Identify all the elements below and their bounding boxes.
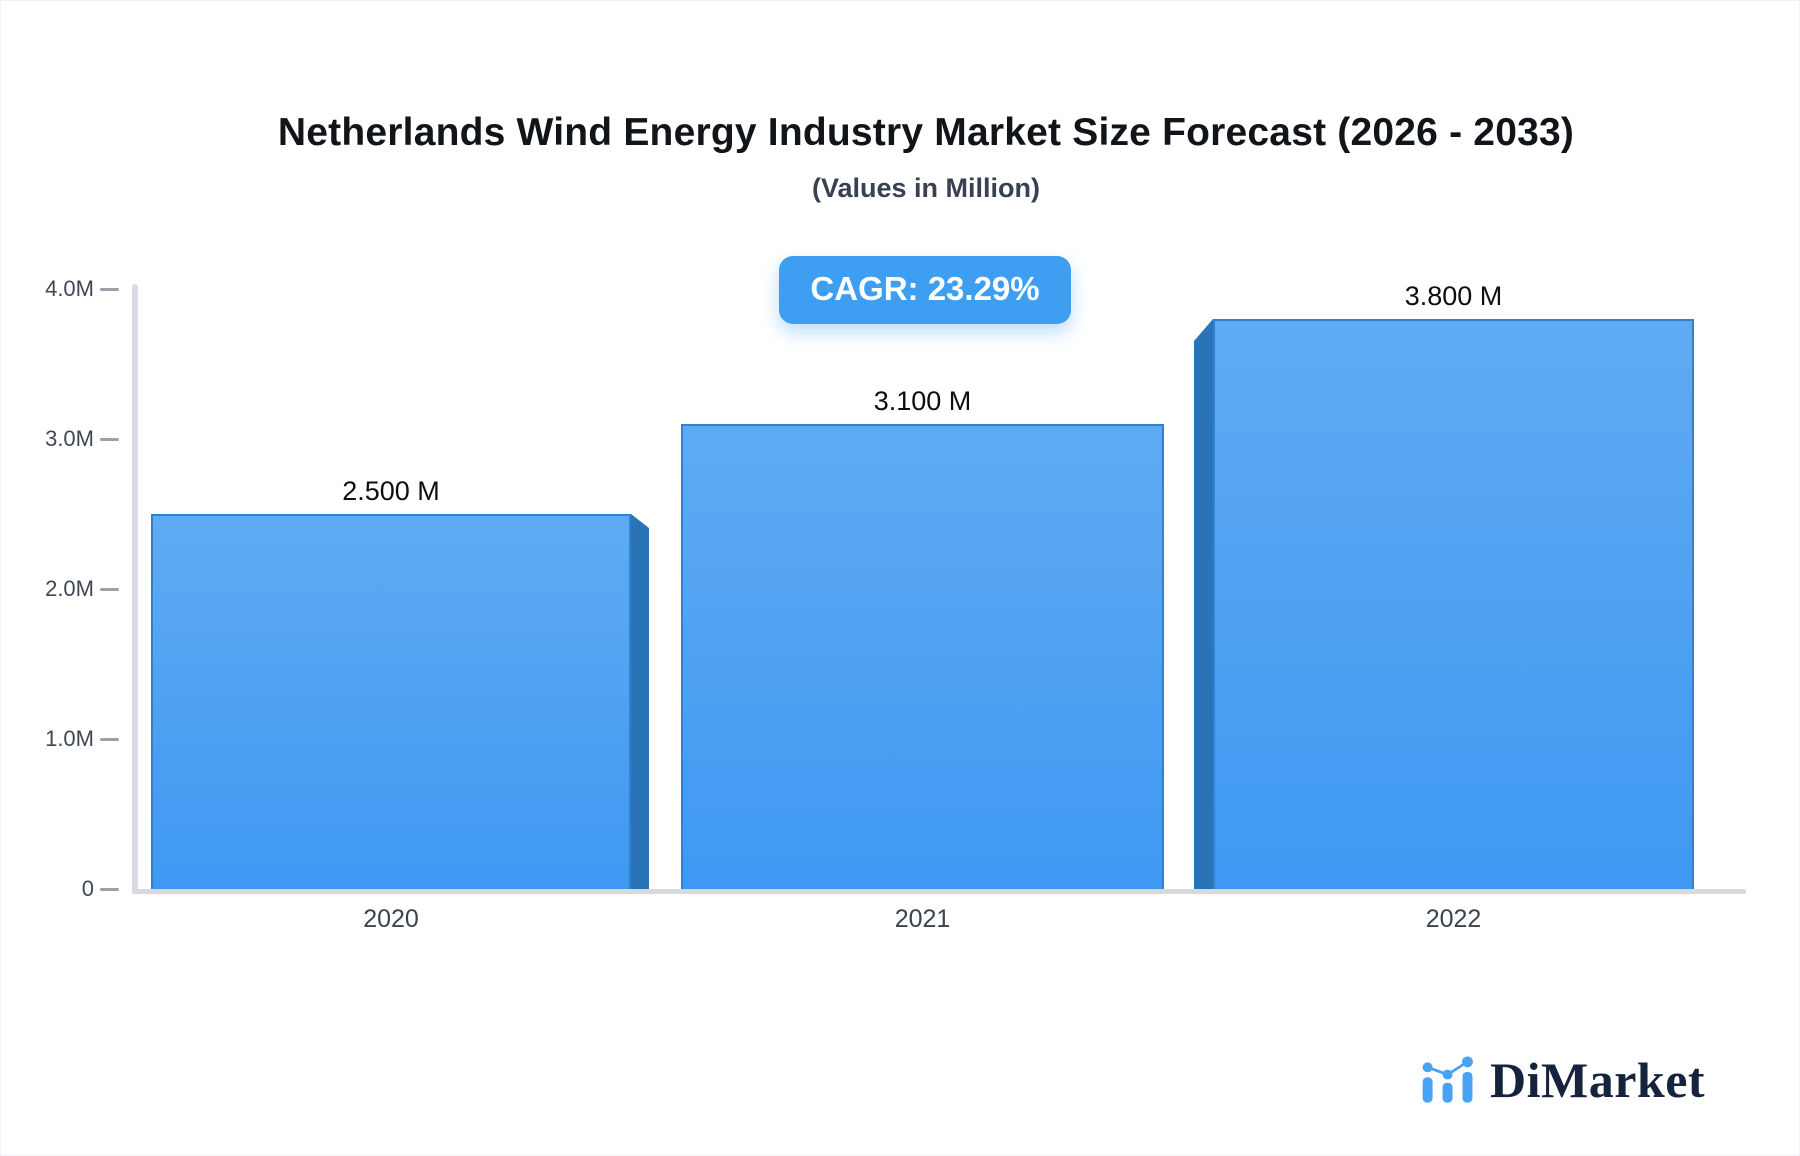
bar-2022 [1213, 319, 1694, 889]
bar-3d-side [1194, 319, 1213, 889]
y-axis-tick-label: 0 [81, 876, 94, 901]
bar-2021 [681, 424, 1164, 889]
dimarket-logo: DiMarket [1419, 1045, 1705, 1115]
bar-value-label: 2.500 M [342, 476, 440, 506]
bar-2020 [151, 514, 631, 889]
y-axis-tick-label: 2.0M [45, 576, 94, 601]
chart-title: Netherlands Wind Energy Industry Market … [277, 111, 1575, 154]
x-axis-category-label: 2020 [363, 905, 419, 933]
cagr-badge: CAGR: 23.29% [779, 256, 1071, 324]
bar-value-label: 3.800 M [1404, 281, 1503, 311]
y-axis-tick [100, 888, 119, 891]
dimarket-logo-text: DiMarket [1490, 1052, 1706, 1108]
bar-3d-side [631, 514, 649, 889]
x-axis-category-label: 2021 [894, 905, 951, 933]
y-axis-tick [100, 438, 119, 441]
y-axis-tick [100, 288, 119, 291]
bar-chart-with-trend-dots-icon [1422, 1056, 1473, 1103]
y-axis-line [132, 284, 138, 892]
y-axis-tick-label: 1.0M [45, 726, 94, 751]
y-axis-tick-label: 3.0M [45, 426, 94, 451]
bar-value-label: 3.100 M [873, 386, 972, 416]
x-axis-category-label: 2022 [1425, 905, 1482, 933]
x-axis-line [132, 889, 1746, 894]
y-axis-tick [100, 588, 119, 591]
chart-subtitle: (Values in Million) [811, 173, 1041, 203]
y-axis-tick-label: 4.0M [45, 276, 94, 301]
y-axis-tick [100, 738, 119, 741]
